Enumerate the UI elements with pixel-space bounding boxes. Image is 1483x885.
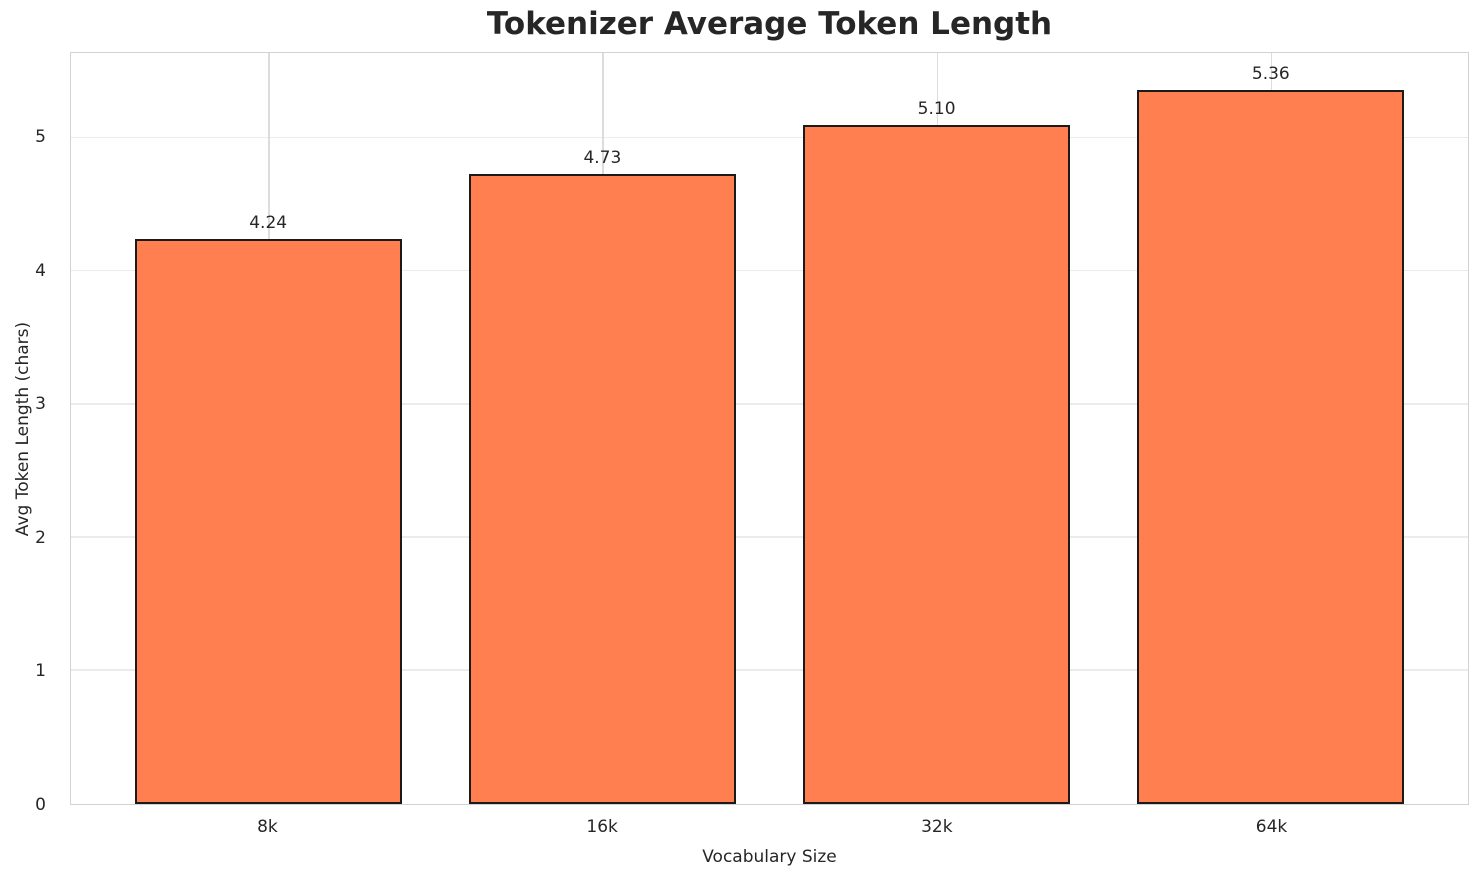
bar-value-label: 4.73 — [583, 148, 622, 169]
y-tick-label: 5 — [35, 127, 46, 148]
bar-value-label: 4.24 — [249, 213, 288, 234]
y-tick-label: 2 — [35, 527, 46, 548]
chart-title: Tokenizer Average Token Length — [486, 6, 1053, 42]
bar-64k — [1137, 90, 1405, 804]
y-tick-label: 3 — [35, 394, 46, 415]
x-tick-label: 64k — [1255, 817, 1288, 837]
gridline-horizontal — [71, 536, 1468, 538]
bar-8k — [134, 239, 402, 804]
x-tick-label: 32k — [921, 817, 953, 837]
bar-value-label: 5.10 — [917, 98, 956, 119]
x-axis-label: Vocabulary Size — [702, 847, 837, 867]
x-axis-ticks: 8k 16k 32k 64k — [70, 805, 1469, 845]
bar-value-label: 5.36 — [1251, 64, 1290, 85]
bar-32k — [802, 124, 1071, 804]
x-tick-label: 16k — [586, 817, 618, 837]
y-axis-label: Avg Token Length (chars) — [13, 321, 33, 537]
x-tick-label: 8k — [257, 817, 278, 837]
y-tick-label: 4 — [35, 260, 46, 281]
y-tick-label: 1 — [35, 661, 46, 682]
bar-16k — [468, 174, 737, 804]
gridline-horizontal — [71, 669, 1468, 671]
y-tick-label: 0 — [35, 795, 46, 815]
gridline-horizontal — [71, 136, 1468, 139]
y-axis-ticks: 0 1 2 3 4 5 — [0, 52, 58, 815]
gridline-horizontal — [71, 403, 1468, 405]
gridline-horizontal — [71, 269, 1468, 272]
plot-area: 4.24 4.73 5.10 5.36 — [70, 52, 1469, 805]
